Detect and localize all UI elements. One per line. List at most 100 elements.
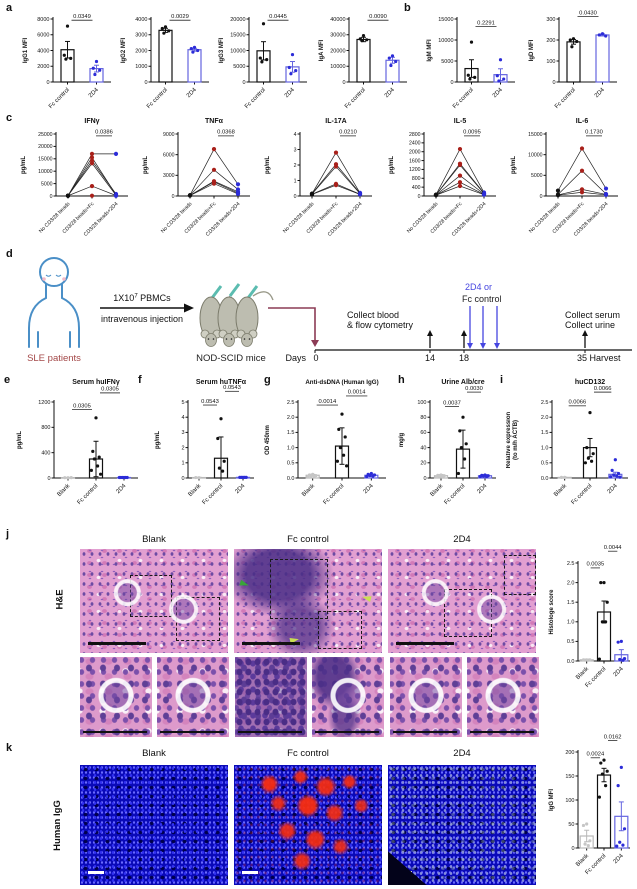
svg-text:0: 0 <box>540 194 543 200</box>
svg-text:20000: 20000 <box>38 144 53 150</box>
svg-text:1200: 1200 <box>409 167 421 173</box>
svg-text:Serum huTNFα: Serum huTNFα <box>196 379 247 386</box>
svg-text:0: 0 <box>571 846 574 852</box>
svg-text:100: 100 <box>565 798 574 804</box>
he-zoom-fc-1 <box>235 657 307 737</box>
svg-text:2D4: 2D4 <box>594 87 606 99</box>
panel-label-b: b <box>404 2 411 14</box>
svg-text:4: 4 <box>294 132 297 138</box>
svg-text:Fc control: Fc control <box>444 483 467 506</box>
panel-label-d: d <box>6 248 13 260</box>
svg-text:0.0305: 0.0305 <box>101 387 119 393</box>
svg-text:400: 400 <box>412 185 421 191</box>
svg-text:IgD MFI: IgD MFI <box>529 39 535 61</box>
svg-text:4000: 4000 <box>37 48 49 54</box>
svg-text:5: 5 <box>181 400 184 406</box>
svg-text:pg/mL: pg/mL <box>155 431 161 449</box>
chart-iga-mfi: 0 10000 20000 30000 40000 Fc control 2D4 IgA MF… <box>319 14 407 110</box>
svg-text:0.0014: 0.0014 <box>348 390 367 396</box>
chart-igd-mfi: 0 100 200 300 Fc control 2D4 IgD MFI 0.0430 <box>529 10 617 110</box>
svg-text:2D4: 2D4 <box>186 87 198 99</box>
svg-text:0.0095: 0.0095 <box>463 130 481 136</box>
collect-blood-label-1: Collect blood <box>347 310 399 320</box>
pbmc-count-label: 1X107 PBMCs <box>113 293 171 303</box>
svg-text:20000: 20000 <box>330 48 345 54</box>
svg-text:3: 3 <box>294 147 297 153</box>
svg-text:0: 0 <box>342 80 345 86</box>
svg-text:0: 0 <box>181 476 184 482</box>
svg-text:3000: 3000 <box>135 33 147 39</box>
svg-text:Blank: Blank <box>301 482 317 498</box>
svg-text:10000: 10000 <box>528 152 543 158</box>
scale-bar <box>88 871 104 874</box>
svg-text:0.5: 0.5 <box>567 639 575 645</box>
if-image-fc-control <box>234 765 382 885</box>
svg-text:0: 0 <box>552 80 555 86</box>
he-zoom-fc-2 <box>312 657 384 737</box>
yellow-arrow-icon <box>361 593 372 603</box>
panel-label-j: j <box>6 528 10 540</box>
svg-text:IL-17A: IL-17A <box>325 118 346 125</box>
svg-text:0.0162: 0.0162 <box>604 734 622 740</box>
inset-box <box>270 559 328 619</box>
svg-text:2: 2 <box>181 445 184 451</box>
scale-bar <box>396 871 412 874</box>
svg-text:0.0368: 0.0368 <box>217 130 235 136</box>
sle-patient-figure <box>28 257 80 348</box>
chart-igg2-mfi: 0 1000 2000 3000 4000 Fc control 2D4 IgG2 MFI 0.… <box>121 14 209 110</box>
svg-text:1.5: 1.5 <box>567 600 575 606</box>
svg-text:4: 4 <box>181 415 184 421</box>
svg-text:1.5: 1.5 <box>541 430 549 436</box>
svg-text:3: 3 <box>181 430 184 436</box>
transfer-arrow <box>268 307 319 347</box>
svg-text:0: 0 <box>423 476 426 482</box>
he-image-2d4 <box>388 549 536 653</box>
scale-bar <box>242 642 300 645</box>
svg-text:20000: 20000 <box>230 17 245 23</box>
svg-text:2000: 2000 <box>37 64 49 70</box>
svg-text:0.0430: 0.0430 <box>579 10 597 16</box>
svg-text:pg/mL: pg/mL <box>143 156 149 174</box>
svg-text:IgG1 MFI: IgG1 MFI <box>23 38 29 64</box>
svg-text:0: 0 <box>47 476 50 482</box>
svg-text:0: 0 <box>450 80 453 86</box>
svg-text:2000: 2000 <box>135 48 147 54</box>
svg-text:Fc control: Fc control <box>48 87 71 110</box>
svg-text:150: 150 <box>565 774 574 780</box>
svg-text:0.0044: 0.0044 <box>604 545 623 551</box>
mice-label: NOD-SCID mice <box>196 353 266 364</box>
scale-bar <box>83 731 147 733</box>
svg-text:2D4: 2D4 <box>363 483 375 495</box>
svg-text:Anti-dsDNA (Human IgG): Anti-dsDNA (Human IgG) <box>305 379 378 386</box>
scale-bar <box>238 731 302 733</box>
svg-text:0.0037: 0.0037 <box>443 400 461 406</box>
treatment-label-fc: Fc control <box>462 294 502 304</box>
svg-text:Blank: Blank <box>188 482 204 498</box>
panel-label-i: i <box>500 374 504 386</box>
svg-text:Fc control: Fc control <box>244 87 267 110</box>
inset-box <box>176 597 220 641</box>
day-35: 18 <box>459 353 469 363</box>
panel-label-e: e <box>4 374 11 386</box>
k-column-title-2d4: 2D4 <box>453 748 471 759</box>
scale-bar <box>396 642 454 645</box>
svg-text:80: 80 <box>420 415 426 421</box>
svg-text:9000: 9000 <box>163 132 175 138</box>
day-0: 0 <box>313 353 318 363</box>
j-column-title-blank: Blank <box>142 534 166 545</box>
chart-hucd132: 0.0 0.5 1.0 1.5 2.0 2.5 Blank Fc control 2D4 huCD… <box>506 379 628 506</box>
svg-text:2D4: 2D4 <box>613 666 625 678</box>
svg-text:0.0066: 0.0066 <box>568 400 586 406</box>
svg-text:Fc control: Fc control <box>77 483 100 506</box>
svg-text:2400: 2400 <box>409 141 421 147</box>
chart-serum-huifng: 0 400 800 1200 Blank Fc control 2D4 Serum huIFN… <box>17 379 138 506</box>
svg-text:15000: 15000 <box>438 17 453 23</box>
svg-text:2D4: 2D4 <box>115 483 127 495</box>
svg-text:2.0: 2.0 <box>541 415 549 421</box>
svg-text:pg/mL: pg/mL <box>17 431 23 449</box>
svg-text:OD 450nm: OD 450nm <box>265 425 271 455</box>
injection-arrow <box>100 303 194 313</box>
panel-label-c: c <box>6 112 13 124</box>
